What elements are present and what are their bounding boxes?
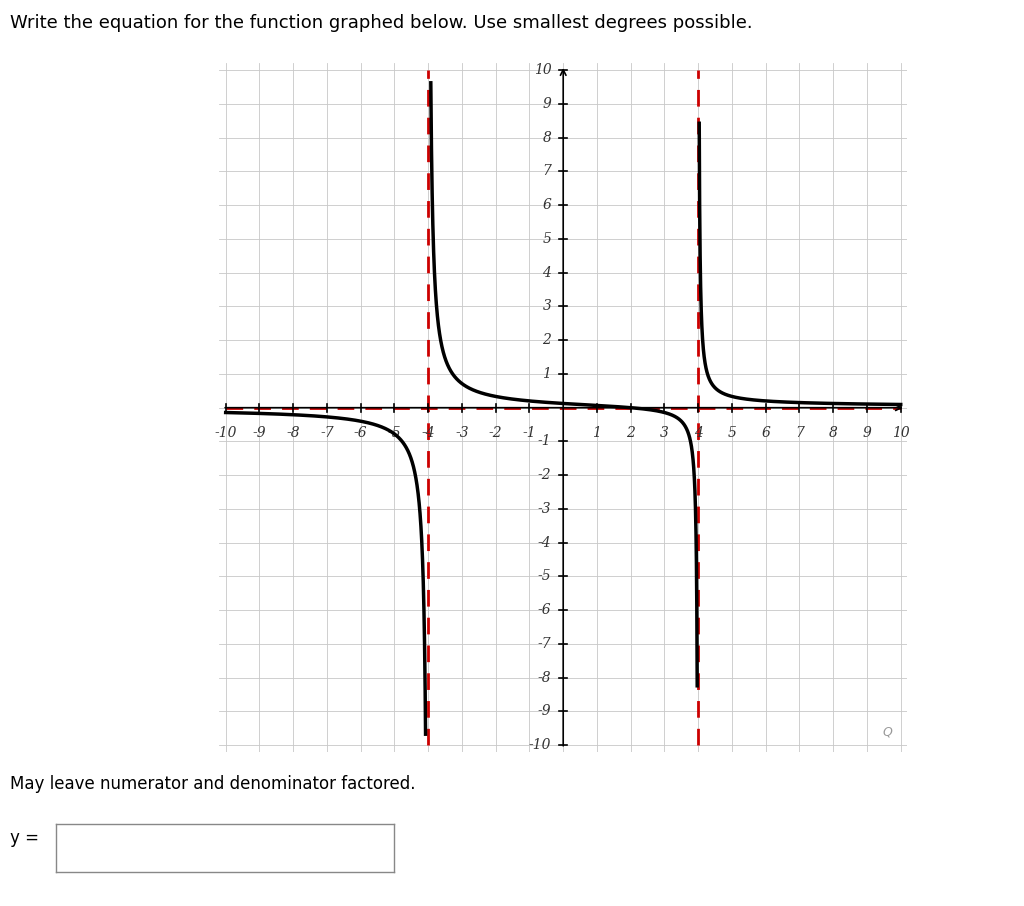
Text: 5: 5 <box>727 426 736 440</box>
Text: -4: -4 <box>421 426 435 440</box>
Text: 1: 1 <box>593 426 601 440</box>
Text: 2: 2 <box>627 426 635 440</box>
Text: May leave numerator and denominator factored.: May leave numerator and denominator fact… <box>10 775 416 793</box>
Text: -8: -8 <box>538 670 551 685</box>
Text: 7: 7 <box>543 164 551 178</box>
Text: 3: 3 <box>660 426 669 440</box>
Text: -5: -5 <box>388 426 401 440</box>
Text: 6: 6 <box>543 198 551 212</box>
Text: -7: -7 <box>321 426 334 440</box>
Text: 3: 3 <box>543 300 551 313</box>
Text: 7: 7 <box>795 426 804 440</box>
Text: -1: -1 <box>522 426 537 440</box>
Text: y =: y = <box>10 829 39 847</box>
Text: Write the equation for the function graphed below. Use smallest degrees possible: Write the equation for the function grap… <box>10 14 753 32</box>
Text: 10: 10 <box>892 426 909 440</box>
Text: 2: 2 <box>543 333 551 347</box>
Text: Q: Q <box>883 725 892 738</box>
Text: -6: -6 <box>354 426 368 440</box>
Text: -6: -6 <box>538 603 551 617</box>
Text: 4: 4 <box>543 265 551 280</box>
Text: 5: 5 <box>543 232 551 246</box>
Text: -10: -10 <box>528 738 551 752</box>
Text: 6: 6 <box>761 426 770 440</box>
Text: 1: 1 <box>543 367 551 381</box>
Text: -2: -2 <box>488 426 503 440</box>
Text: -9: -9 <box>253 426 266 440</box>
Text: 8: 8 <box>543 130 551 145</box>
Text: -8: -8 <box>287 426 300 440</box>
Text: 9: 9 <box>543 97 551 111</box>
Text: -10: -10 <box>214 426 237 440</box>
Text: -2: -2 <box>538 468 551 482</box>
Text: -4: -4 <box>538 535 551 550</box>
Text: -5: -5 <box>538 570 551 583</box>
Text: 8: 8 <box>828 426 838 440</box>
Text: -3: -3 <box>455 426 469 440</box>
Text: 4: 4 <box>694 426 702 440</box>
Text: 10: 10 <box>534 63 551 77</box>
Text: -1: -1 <box>538 435 551 448</box>
Text: -9: -9 <box>538 705 551 718</box>
Text: -3: -3 <box>538 502 551 516</box>
Text: 9: 9 <box>862 426 871 440</box>
Text: -7: -7 <box>538 637 551 651</box>
